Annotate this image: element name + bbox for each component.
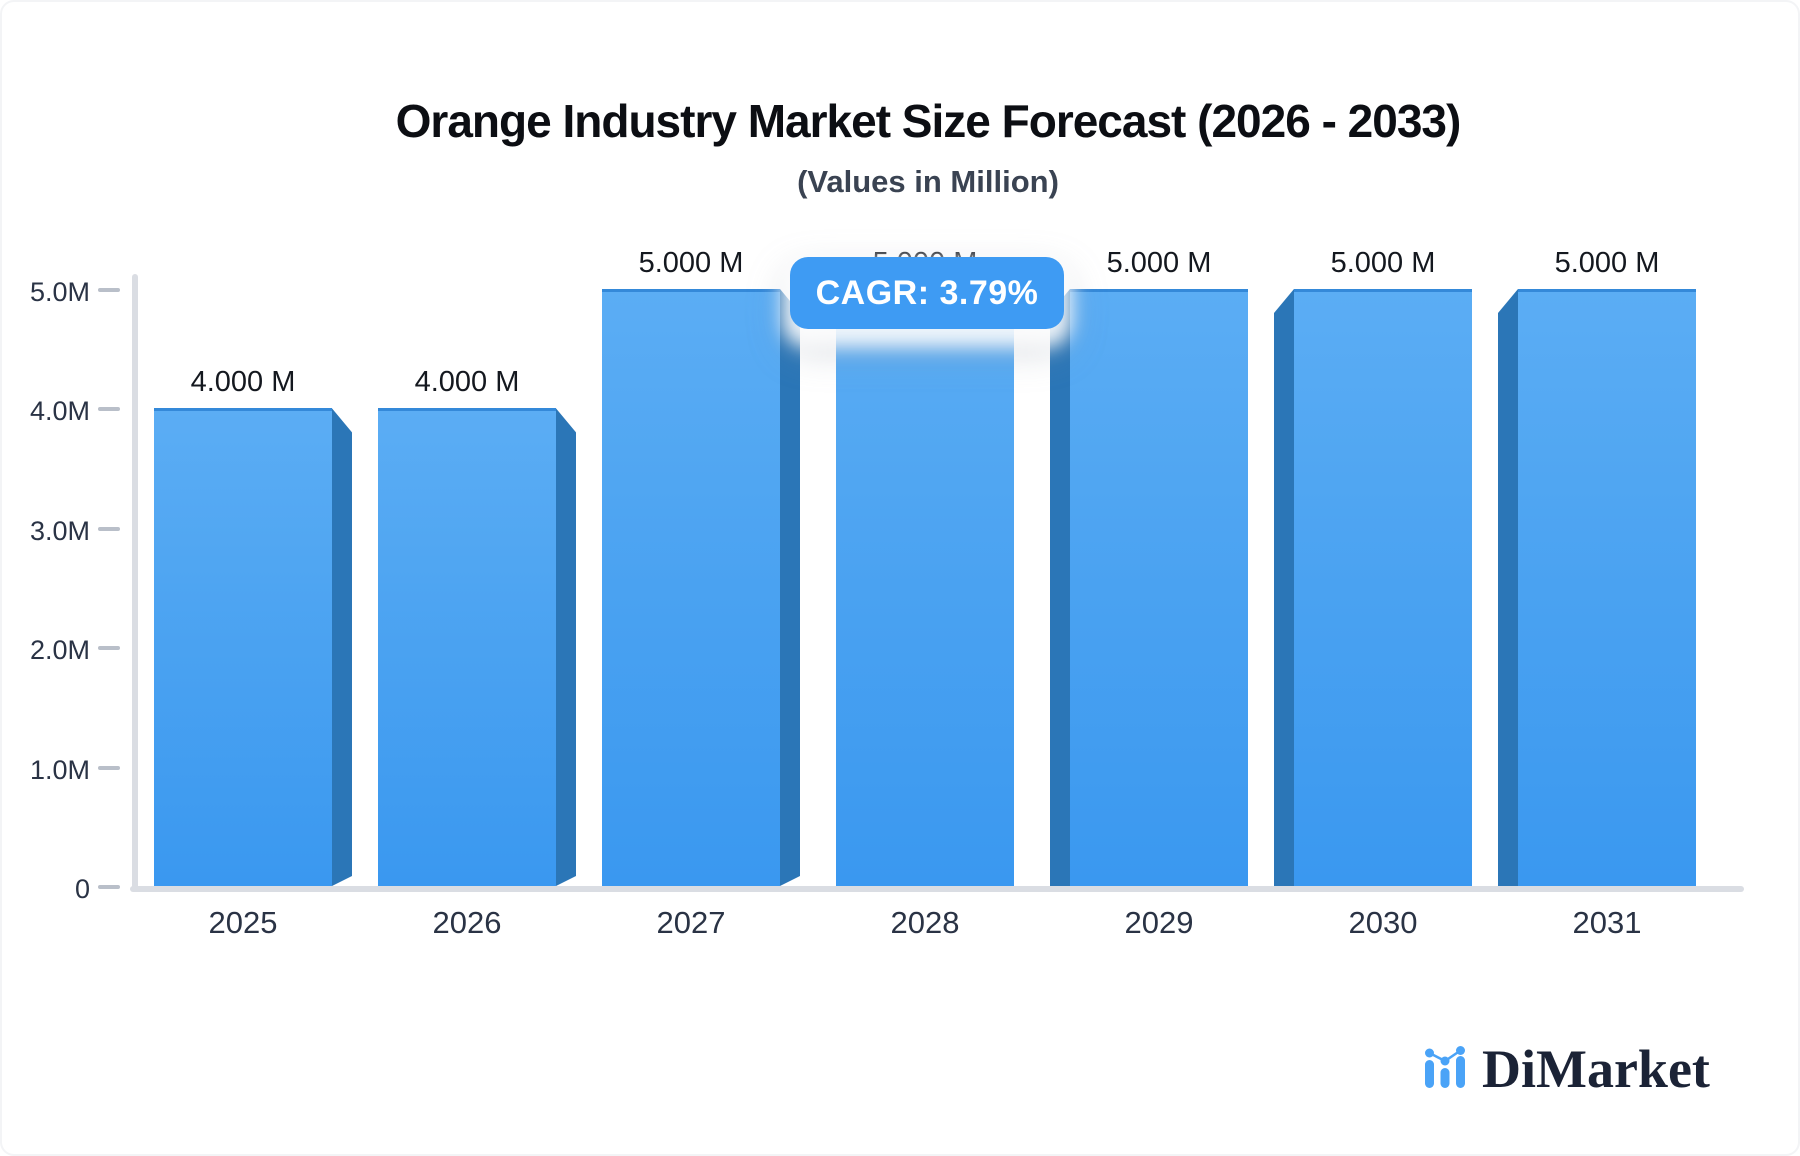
- brand-watermark-text: DiMarket: [1482, 1039, 1710, 1099]
- bar-front-face: [378, 408, 556, 886]
- bar-side-face: [1050, 289, 1070, 886]
- y-axis-tick-mark: [98, 407, 120, 412]
- bar-value-label: 4.000 M: [190, 366, 296, 399]
- bar-side-face: [1498, 289, 1518, 886]
- bar-value-label: 4.000 M: [414, 366, 520, 399]
- x-axis-line: [130, 886, 1744, 892]
- bar-front-face: [602, 289, 780, 886]
- x-axis-category-label: 2031: [1572, 905, 1642, 940]
- y-axis-tick-mark: [98, 765, 120, 770]
- chart-subtitle: (Values in Million): [797, 164, 1059, 199]
- y-axis-tick-label: 3.0M: [29, 515, 90, 546]
- y-axis-tick-label: 5.0M: [29, 277, 90, 307]
- bar-column-2029: 5.000 M 2029: [1050, 247, 1248, 940]
- x-axis-category-label: 2026: [432, 904, 502, 940]
- bar-value-label: 5.000 M: [638, 247, 744, 279]
- bar-front-face: [1070, 289, 1248, 886]
- bar-front-face: [154, 408, 332, 886]
- bar-column-2025: 4.000 M 2025: [154, 366, 352, 940]
- bar-column-2027: 5.000 M 2027: [602, 247, 800, 940]
- cagr-badge: CAGR: 3.79%: [790, 257, 1064, 329]
- y-axis-tick-mark: [98, 288, 120, 292]
- chart-title: Orange Industry Market Size Forecast (20…: [395, 95, 1462, 147]
- y-axis-tick-label: 2.0M: [29, 635, 90, 666]
- y-axis-line: [132, 274, 138, 892]
- brand-watermark: DiMarket: [1422, 1040, 1710, 1098]
- bar-column-2031: 5.000 M 2031: [1498, 247, 1696, 940]
- bar-value-label: 5.000 M: [1330, 247, 1436, 279]
- bar-front-face: [836, 289, 1014, 886]
- y-axis-tick-label: 0: [74, 874, 90, 904]
- x-axis-category-label: 2027: [656, 905, 726, 940]
- dimarket-logo-icon: [1425, 1046, 1465, 1088]
- y-axis-tick-mark: [98, 885, 120, 889]
- bar-value-label: 5.000 M: [1106, 247, 1212, 279]
- bar-front-face: [1518, 289, 1696, 886]
- y-axis-tick-mark: [98, 646, 120, 651]
- bar-value-label: 5.000 M: [1554, 247, 1660, 279]
- bar-front-face: [1294, 289, 1472, 886]
- x-axis-category-label: 2030: [1348, 905, 1418, 940]
- bar-side-face: [332, 408, 352, 886]
- y-axis-tick-label: 1.0M: [29, 754, 90, 785]
- x-axis-category-label: 2029: [1124, 905, 1194, 940]
- bar-side-face: [780, 289, 800, 886]
- bar-side-face: [556, 408, 576, 886]
- y-axis-tick-label: 4.0M: [29, 396, 90, 427]
- cagr-badge-label: CAGR: 3.79%: [815, 273, 1039, 312]
- bar-column-2028: 5.000 M2028: [826, 247, 1024, 940]
- x-axis-category-label: 2028: [890, 905, 960, 940]
- bar-column-2026: 4.000 M 2026: [378, 366, 576, 940]
- bar-side-face: [1274, 289, 1294, 886]
- y-axis-tick-mark: [98, 526, 120, 531]
- bar-column-2030: 5.000 M 2030: [1274, 247, 1472, 940]
- x-axis-category-label: 2025: [208, 904, 278, 940]
